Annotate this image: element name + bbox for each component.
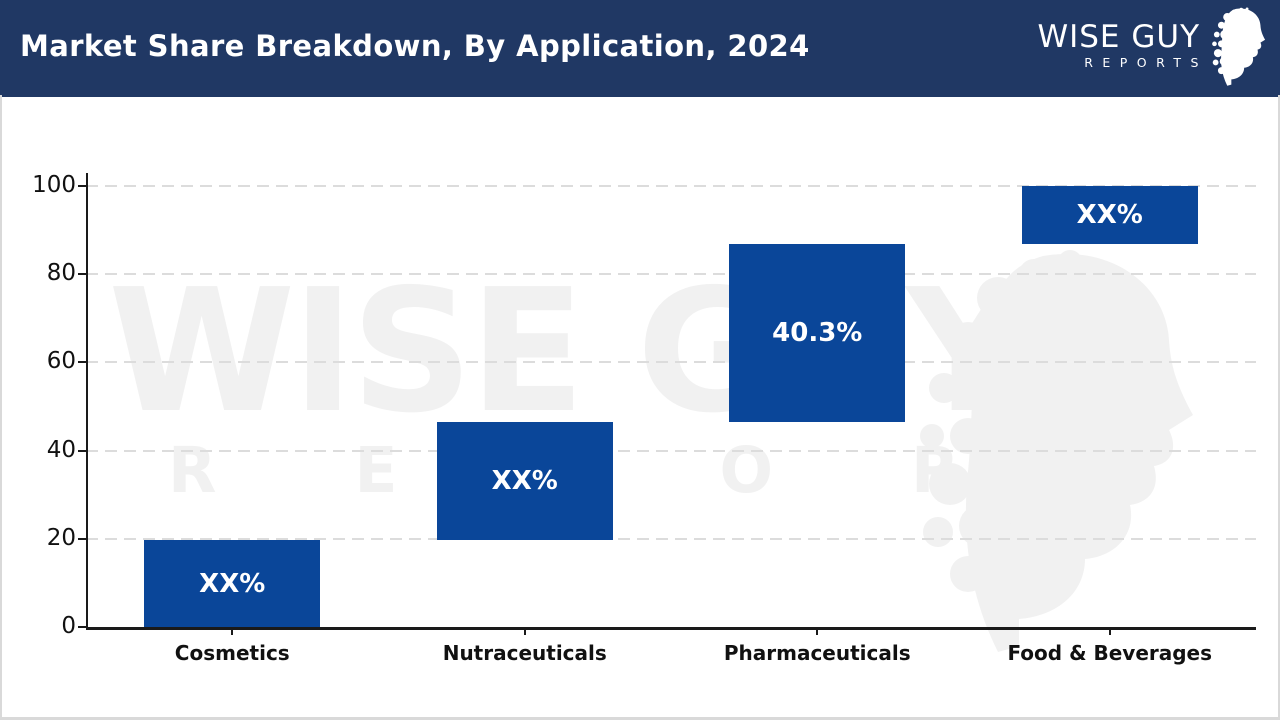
- gridline-40: [86, 449, 1256, 452]
- watermark-head-icon: [920, 250, 1193, 652]
- y-tick-mark-0: [78, 626, 86, 628]
- y-tick-mark-20: [78, 537, 86, 540]
- logo-head-icon: [1212, 7, 1266, 86]
- x-tick-mark-cosmetics: [231, 627, 234, 635]
- bar-nutraceuticals: XX%: [436, 421, 613, 541]
- bar-food-beverages: XX%: [1021, 186, 1198, 245]
- y-tick-label-100: 100: [32, 172, 76, 198]
- x-category-label-nutraceuticals: Nutraceuticals: [442, 641, 607, 665]
- wiseguy-logo: WISE GUY REPORTS: [1037, 4, 1268, 86]
- bar-value-label-nutraceuticals: XX%: [491, 466, 558, 497]
- gridline-80: [86, 273, 1256, 276]
- x-category-label-cosmetics: Cosmetics: [174, 641, 290, 665]
- gridline-100: [86, 185, 1256, 187]
- y-tick-label-40: 40: [46, 436, 76, 463]
- y-tick-mark-60: [78, 361, 86, 364]
- y-tick-label-80: 80: [46, 260, 76, 287]
- chart-title: Market Share Breakdown, By Application, …: [20, 28, 810, 63]
- gridline-20: [86, 537, 1256, 540]
- bar-value-label-cosmetics: XX%: [199, 568, 266, 599]
- y-tick-label-60: 60: [46, 348, 76, 375]
- logo-text: WISE GUY REPORTS: [1037, 20, 1200, 70]
- x-axis-line: [86, 627, 1256, 630]
- x-tick-mark-food-beverages: [1108, 627, 1111, 635]
- logo-wordmark: WISE GUY: [1037, 18, 1200, 55]
- bar-cosmetics: XX%: [144, 540, 321, 627]
- y-tick-mark-80: [78, 273, 86, 276]
- bar-value-label-pharmaceuticals: 40.3%: [772, 318, 863, 349]
- bar-value-label-food-beverages: XX%: [1076, 200, 1143, 231]
- logo-sub-wordmark: REPORTS: [1084, 55, 1208, 71]
- plot-area: WISE GUY R E P O R T S 0 20 40 60 80 100 XX% Co…: [0, 97, 1280, 720]
- y-tick-mark-40: [78, 449, 86, 452]
- y-tick-mark-100: [78, 185, 86, 187]
- y-tick-label-0: 0: [61, 613, 76, 639]
- x-category-label-food-beverages: Food & Beverages: [1007, 641, 1213, 665]
- x-tick-mark-pharmaceuticals: [816, 627, 819, 635]
- y-tick-label-20: 20: [46, 524, 76, 551]
- bar-pharmaceuticals: 40.3%: [729, 244, 906, 422]
- gridline-60: [86, 361, 1256, 364]
- header-bar: Market Share Breakdown, By Application, …: [0, 0, 1280, 97]
- y-axis-line: [86, 173, 88, 630]
- x-tick-mark-nutraceuticals: [523, 627, 526, 635]
- x-category-label-pharmaceuticals: Pharmaceuticals: [723, 641, 911, 665]
